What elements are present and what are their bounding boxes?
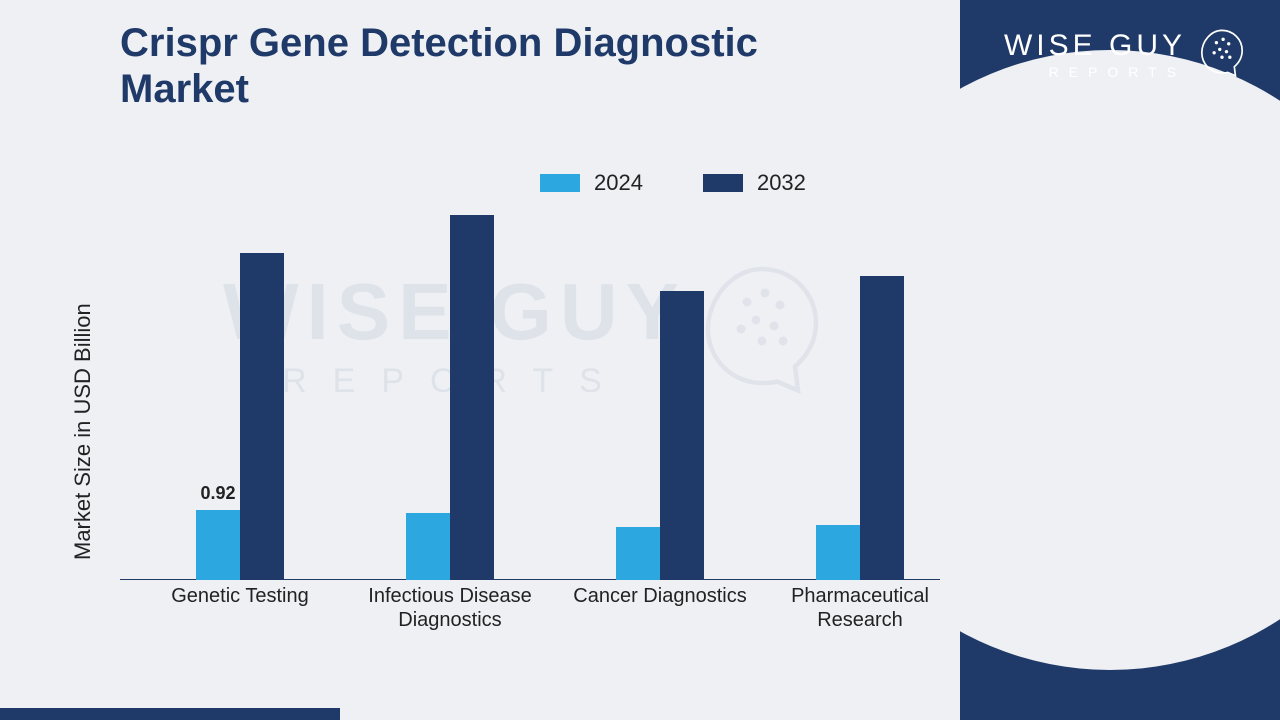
bar-2032 — [660, 291, 704, 580]
bar-2032 — [860, 276, 904, 580]
chart-title: Crispr Gene Detection Diagnostic Market — [120, 20, 840, 112]
bar-group — [160, 253, 320, 580]
legend-item-2024: 2024 — [540, 170, 643, 196]
x-axis-label: Infectious Disease Diagnostics — [360, 584, 540, 632]
x-axis-label: Pharmaceutical Research — [770, 584, 950, 632]
page: WISE GUY REPORTS Crispr Gene Detection D… — [0, 0, 1280, 720]
value-label: 0.92 — [200, 483, 235, 504]
bar-2032 — [450, 215, 494, 580]
logo-head-icon — [1194, 27, 1250, 83]
legend-label-2032: 2032 — [757, 170, 806, 196]
x-axis-label: Genetic Testing — [150, 584, 330, 608]
bar-group — [370, 215, 530, 580]
brand-logo: WISE GUY REPORTS — [990, 20, 1250, 90]
logo-line1: WISE GUY — [1004, 31, 1186, 61]
bar-2032 — [240, 253, 284, 580]
legend-item-2032: 2032 — [703, 170, 806, 196]
bar-group — [580, 291, 740, 580]
bar-2024 — [406, 513, 450, 580]
y-axis-label: Market Size in USD Billion — [70, 303, 96, 560]
bar-2024 — [196, 510, 240, 580]
legend-swatch-2024 — [540, 174, 580, 192]
bar-2024 — [816, 525, 860, 580]
x-axis-label: Cancer Diagnostics — [570, 584, 750, 608]
bar-group — [780, 276, 940, 580]
legend-label-2024: 2024 — [594, 170, 643, 196]
plot-area: 0.92 — [120, 200, 940, 580]
logo-line2: REPORTS — [1049, 65, 1186, 79]
legend-swatch-2032 — [703, 174, 743, 192]
bar-2024 — [616, 527, 660, 580]
footer-accent-bar — [0, 708, 340, 720]
legend: 2024 2032 — [540, 170, 806, 196]
